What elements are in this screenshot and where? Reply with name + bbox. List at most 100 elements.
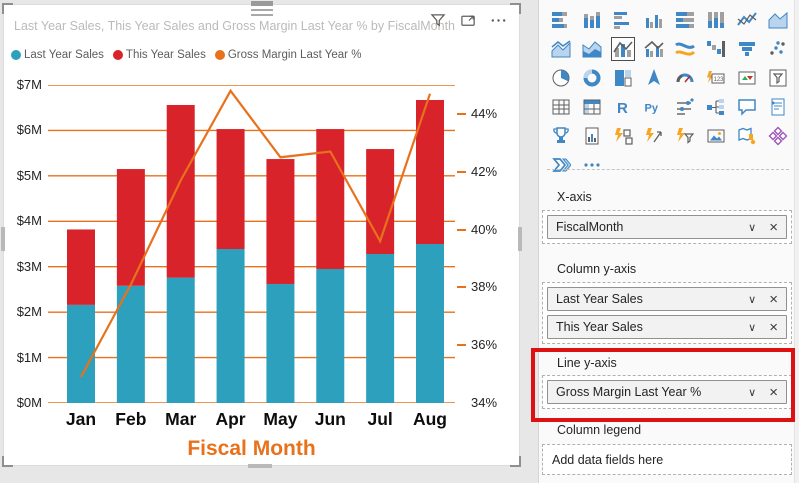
chevron-down-icon[interactable]: ∨ [748,293,757,306]
field-pill-fiscalmonth[interactable]: FiscalMonth ∨ × [547,215,787,239]
card-icon[interactable]: 123 [704,66,728,90]
gauge-icon[interactable] [673,66,697,90]
clustered-bar-chart-icon[interactable] [611,8,635,32]
legend-item-1[interactable]: This Year Sales [112,49,206,61]
selection-corner-top-right [510,3,521,14]
column-segment[interactable] [67,304,95,403]
column-segment[interactable] [166,277,195,403]
resize-handle-bottom[interactable] [248,464,272,468]
visualizations-pane: 123 R Py X-axis FiscalMonth ∨ × Column y-a… [538,0,799,483]
chart-visual-container[interactable]: Last Year Sales, This Year Sales and Gro… [1,1,522,468]
waterfall-chart-icon[interactable] [704,37,728,61]
qa-visual-icon[interactable] [735,95,759,119]
field-pill-this-year-sales[interactable]: This Year Sales ∨ × [547,315,787,339]
y-axis-right-tick-mark [457,170,466,173]
power-automate-visual-icon[interactable] [549,153,573,177]
slicer-new-icon[interactable] [766,66,790,90]
svg-text:123: 123 [713,77,724,83]
matrix-icon[interactable] [580,95,604,119]
quick-chart-visual-icon[interactable] [642,124,666,148]
line-and-stacked-column-chart-icon[interactable] [610,36,635,61]
slicer-icon[interactable] [673,95,697,119]
y-axis-left-tick: $6M [16,122,42,138]
column-segment[interactable] [67,229,95,305]
stacked-bar-chart-icon[interactable] [549,8,573,32]
column-segment[interactable] [366,253,395,403]
x-axis-tick: Jul [367,409,393,429]
pane-scrollbar[interactable] [794,0,799,483]
paginated-report-icon[interactable] [580,124,604,148]
hundred-percent-stacked-bar-chart-icon[interactable] [673,8,697,32]
filter-icon[interactable] [429,11,447,29]
column-segment[interactable] [316,129,345,269]
clustered-column-chart-icon[interactable] [642,8,666,32]
stacked-area-chart-icon[interactable] [549,37,573,61]
scatter-chart-icon[interactable] [766,37,790,61]
kpi-icon[interactable] [735,66,759,90]
column-segment[interactable] [166,104,195,278]
drag-handle[interactable] [250,1,273,16]
quick-filter-visual-icon[interactable] [673,124,697,148]
resize-handle-left[interactable] [1,227,5,251]
y-axis-left-tick: $7M [16,77,42,92]
column-segment[interactable] [116,285,145,403]
line-series[interactable] [80,88,432,378]
azure-map-icon[interactable] [642,66,666,90]
decomposition-tree-icon[interactable] [704,95,728,119]
line-y-axis-well[interactable]: Gross Margin Last Year % ∨ × [542,375,792,409]
smart-narrative-icon[interactable] [766,95,790,119]
hundred-percent-stacked-column-chart-icon[interactable] [704,8,728,32]
column-legend-well[interactable]: Add data fields here [542,444,792,475]
remove-field-icon[interactable]: × [769,218,778,236]
chevron-down-icon[interactable]: ∨ [748,386,757,399]
field-pill-last-year-sales[interactable]: Last Year Sales ∨ × [547,287,787,311]
y-axis-right-tick-mark [457,228,466,231]
python-visual-icon[interactable]: Py [642,95,666,119]
column-segment[interactable] [266,159,295,284]
legend-dot-icon [214,50,225,60]
donut-chart-icon[interactable] [580,66,604,90]
legend-dot-icon [112,50,123,60]
column-segment[interactable] [366,149,395,254]
r-script-visual-icon[interactable]: R [611,95,635,119]
resize-handle-right[interactable] [518,227,522,251]
stacked-column-chart-icon[interactable] [580,8,604,32]
funnel-chart-icon[interactable] [735,37,759,61]
metrics-icon[interactable] [549,124,573,148]
hundred-percent-stacked-area-chart-icon[interactable] [580,37,604,61]
chevron-down-icon[interactable]: ∨ [748,221,757,234]
get-more-visuals-icon[interactable] [580,153,604,177]
appsource-visual-icon[interactable] [766,124,790,148]
remove-field-icon[interactable]: × [769,383,778,401]
field-pill-gross-margin-last-year-pct[interactable]: Gross Margin Last Year % ∨ × [547,380,787,404]
remove-field-icon[interactable]: × [769,318,778,336]
pie-chart-icon[interactable] [549,66,573,90]
x-axis-tick: Feb [115,409,147,429]
focus-mode-icon[interactable] [459,11,477,29]
more-options-icon[interactable] [489,11,507,29]
legend-item-2[interactable]: Gross Margin Last Year % [214,49,361,61]
svg-text:R: R [617,100,628,117]
column-segment[interactable] [415,244,444,403]
image-visual-icon[interactable] [704,124,728,148]
line-and-clustered-column-chart-icon[interactable] [642,37,666,61]
x-axis-well[interactable]: FiscalMonth ∨ × [542,210,792,244]
column-segment[interactable] [316,268,345,403]
area-chart-icon[interactable] [766,8,790,32]
treemap-icon[interactable] [611,66,635,90]
power-apps-visual-icon[interactable] [611,124,635,148]
column-segment[interactable] [216,248,245,403]
column-y-axis-well[interactable]: Last Year Sales ∨ × This Year Sales ∨ × [542,282,792,344]
legend-item-0[interactable]: Last Year Sales [11,49,104,61]
line-chart-icon[interactable] [735,8,759,32]
column-segment[interactable] [216,129,245,249]
arcgis-map-icon[interactable] [735,124,759,148]
chevron-down-icon[interactable]: ∨ [748,321,757,334]
column-segment[interactable] [266,283,295,403]
remove-field-icon[interactable]: × [769,290,778,308]
x-axis-title: Fiscal Month [187,437,316,460]
table-icon[interactable] [549,95,573,119]
ribbon-chart-icon[interactable] [673,37,697,61]
x-axis-tick: Apr [215,409,246,429]
column-segment[interactable] [116,169,145,286]
